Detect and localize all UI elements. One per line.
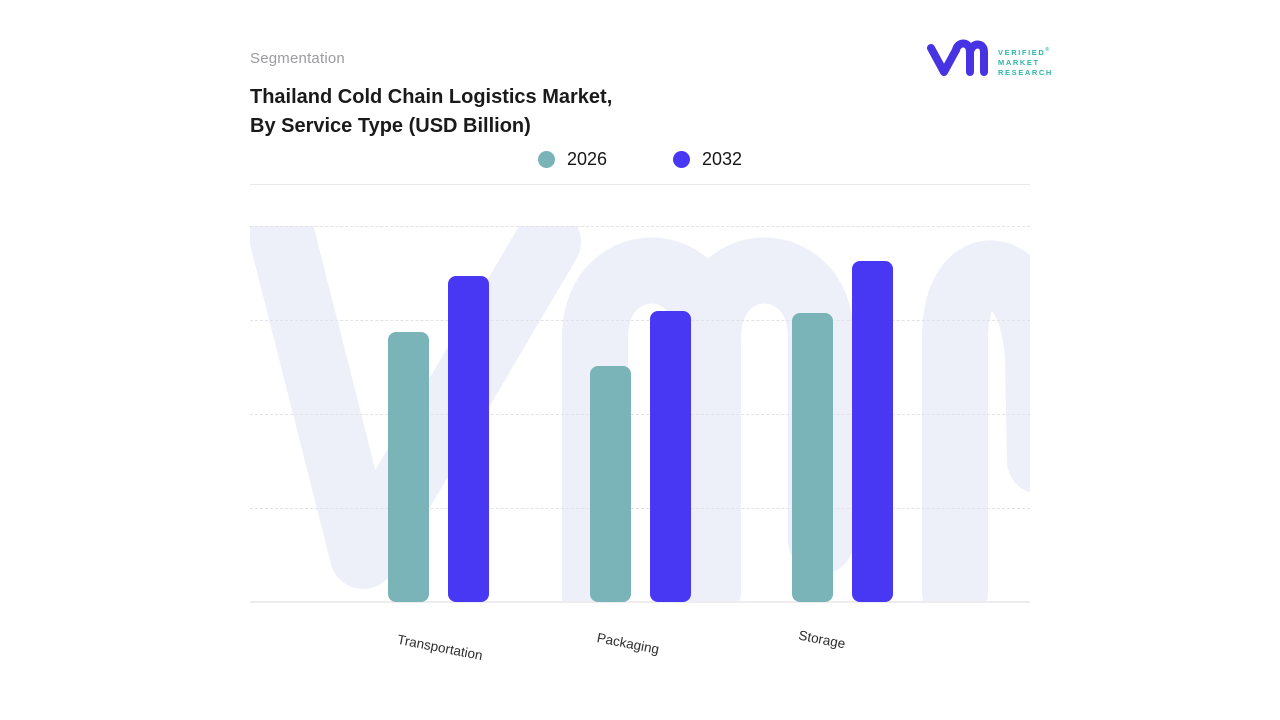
chart-eyebrow: Segmentation xyxy=(250,50,345,67)
chart-title-line2: By Service Type (USD Billion) xyxy=(250,115,531,137)
bar-2026-storage xyxy=(791,313,833,602)
bar-2032-storage xyxy=(851,261,893,602)
gridline xyxy=(250,414,1030,415)
legend-item-2032: 2032 xyxy=(673,149,742,170)
bar-group-transportation xyxy=(387,276,489,602)
gridline xyxy=(250,226,1030,227)
chart-legend: 2026 2032 xyxy=(250,149,1030,170)
vmr-logo: VERIFIED® MARKET RESEARCH xyxy=(926,38,1053,85)
logo-line-verified: VERIFIED® xyxy=(998,47,1050,57)
chart-title-line1: Thailand Cold Chain Logistics Market, xyxy=(250,86,613,108)
legend-dot-2026 xyxy=(537,151,555,168)
logo-line-research: RESEARCH xyxy=(998,68,1053,77)
bar-2026-packaging xyxy=(589,366,631,602)
header-divider xyxy=(250,184,1030,185)
x-label-storage: Storage xyxy=(797,627,847,652)
bar-group-packaging xyxy=(589,311,691,602)
legend-label-2032: 2032 xyxy=(702,149,743,169)
vmr-logo-icon xyxy=(926,38,990,85)
gridline xyxy=(250,320,1030,321)
bar-group-storage xyxy=(791,261,893,602)
x-label-packaging: Packaging xyxy=(595,630,661,657)
bar-2026-transportation xyxy=(387,332,429,602)
gridline xyxy=(250,508,1030,509)
registered-trademark: ® xyxy=(1045,47,1050,53)
legend-label-2026: 2026 xyxy=(566,149,607,169)
chart-title: Thailand Cold Chain Logistics Market, By… xyxy=(250,83,612,141)
legend-dot-2032 xyxy=(673,151,690,168)
plot-area xyxy=(250,226,1030,603)
bar-2032-packaging xyxy=(649,311,691,602)
vmr-logo-text: VERIFIED® MARKET RESEARCH xyxy=(998,45,1053,78)
x-axis-labels: Transportation Packaging Storage xyxy=(0,628,1280,692)
x-label-transportation: Transportation xyxy=(396,631,484,664)
legend-item-2026: 2026 xyxy=(537,149,607,170)
logo-line-market: MARKET xyxy=(998,58,1040,67)
x-axis-baseline xyxy=(250,601,1030,603)
bar-2032-transportation xyxy=(447,276,489,602)
